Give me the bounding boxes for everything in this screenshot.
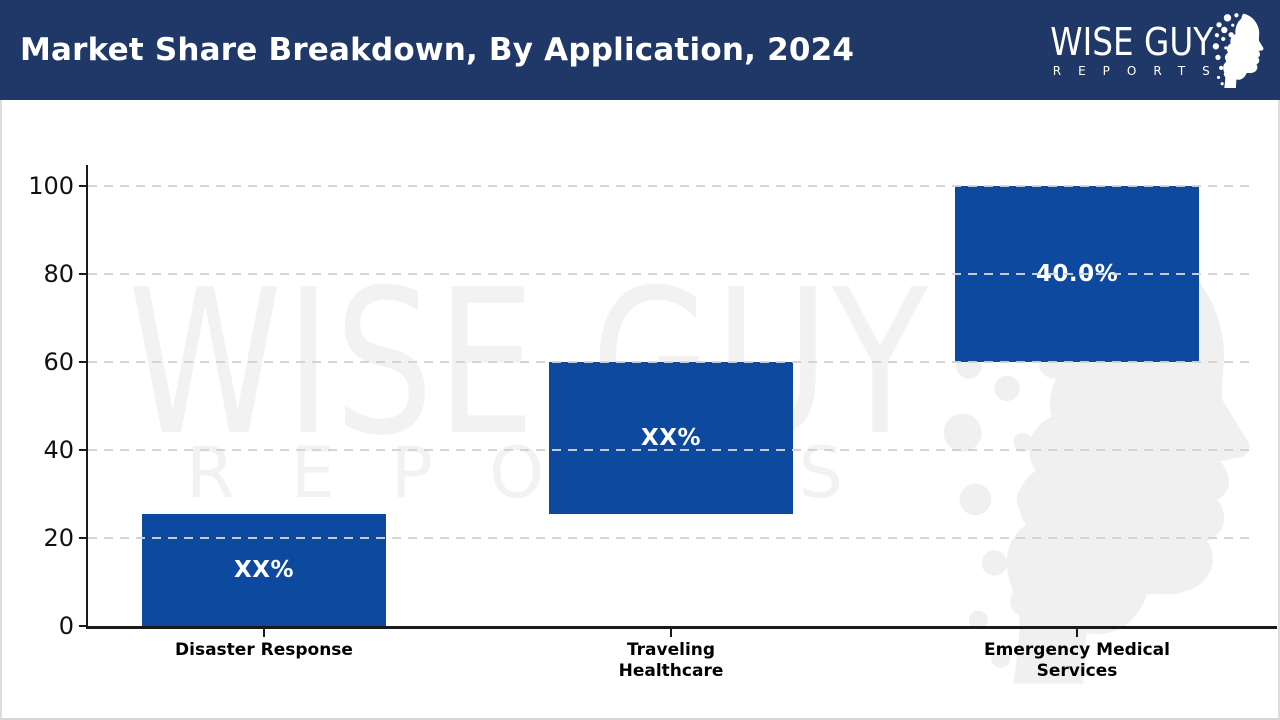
plot-region: XX% XX% 40.0% 0 20 40 60 80 100 Disaster Response… [0, 100, 1280, 720]
wiseguy-head-icon [1206, 11, 1270, 89]
brand-wordmark: WISE GUY [1049, 19, 1213, 64]
y-axis-tick [79, 625, 88, 627]
x-axis-tick [670, 629, 672, 637]
y-axis-tick [79, 273, 88, 276]
y-axis-tick [79, 185, 88, 188]
x-tick-label: Emergency Medical Services [917, 640, 1237, 682]
y-tick-label: 100 [28, 172, 74, 201]
y-tick-label: 20 [43, 524, 74, 553]
grid-line [88, 449, 1250, 452]
brand-logo: WISE GUY REPORTS [1037, 11, 1270, 89]
brand-logo-text: WISE GUY REPORTS [1037, 23, 1226, 78]
x-tick-label-line: Healthcare [618, 661, 724, 681]
y-tick-label: 40 [43, 436, 74, 465]
y-axis-tick [79, 361, 88, 364]
header-bar: Market Share Breakdown, By Application, … [0, 0, 1280, 100]
grid-line [88, 537, 1250, 540]
x-tick-label-line: Services [1036, 661, 1118, 681]
bar-value-label: XX% [233, 556, 294, 583]
y-tick-label: 0 [58, 612, 74, 640]
x-axis [86, 626, 1277, 629]
y-axis [86, 165, 88, 629]
y-tick-label: 80 [43, 260, 74, 289]
grid-line [88, 361, 1250, 364]
y-axis-tick [79, 537, 88, 540]
y-tick-label: 60 [43, 348, 74, 377]
watermark-wordmark: WISE GUY [128, 247, 931, 480]
x-axis-tick [1076, 629, 1078, 637]
x-tick-label-line: Emergency Medical [984, 640, 1170, 660]
x-axis-tick [263, 629, 265, 637]
bar-value-label: XX% [640, 425, 701, 452]
brand-subtext: REPORTS [1052, 63, 1227, 78]
x-tick-label: Traveling Healthcare [511, 640, 831, 682]
x-tick-label-line: Traveling [626, 640, 716, 660]
y-axis-tick [79, 449, 88, 452]
x-tick-label-line: Disaster Response [175, 640, 353, 660]
x-tick-label: Disaster Response [104, 640, 424, 661]
page-title: Market Share Breakdown, By Application, … [20, 32, 855, 68]
grid-line [88, 273, 1250, 276]
grid-line [88, 185, 1250, 188]
bar-segment: XX% [142, 513, 386, 626]
bar-segment: XX% [549, 362, 793, 514]
